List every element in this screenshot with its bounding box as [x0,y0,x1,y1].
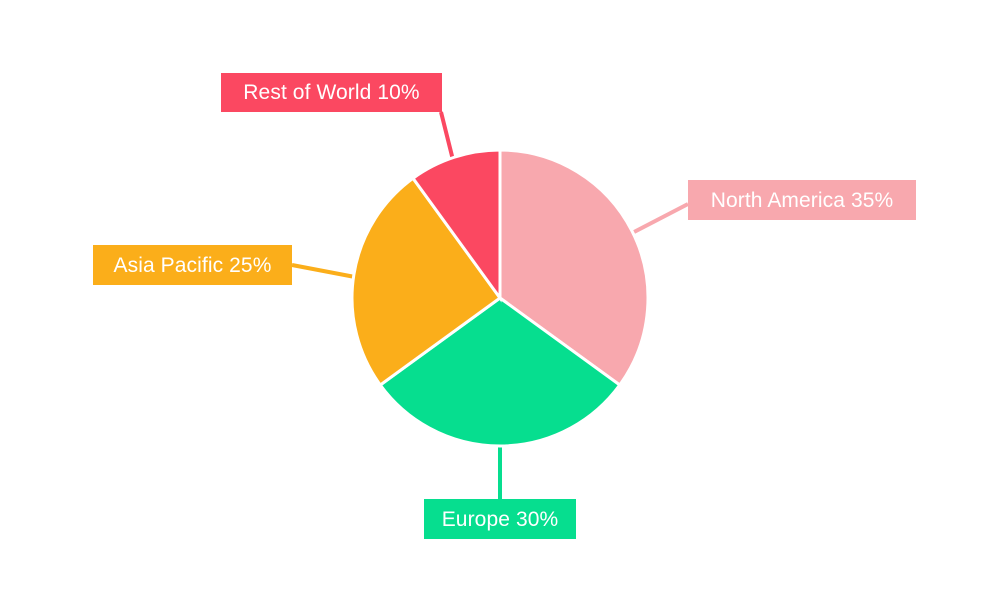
leader-line-north-america [633,202,689,234]
pie-slice-label-europe[interactable]: Europe 30% [424,499,576,539]
pie-slice-label-north-america[interactable]: North America 35% [688,180,916,220]
pie-slice-europe[interactable] [378,296,622,448]
pie-slices-group [350,148,650,448]
pie-slice-label-text: Asia Pacific 25% [113,253,272,277]
pie-slice-north-america[interactable] [498,148,650,388]
pie-slice-label-text: Europe 30% [441,507,559,531]
pie-slice-rest-of-world[interactable] [410,148,502,303]
pie-slice-asia-pacific[interactable] [350,176,503,388]
pie-slice-label-text: North America 35% [710,188,894,212]
pie-slice-label-text: Rest of World 10% [243,81,420,104]
leader-line-asia-pacific [291,263,356,279]
pie-slice-label-rest-of-world[interactable]: Rest of World 10% [221,73,442,112]
pie-slice-label-asia-pacific[interactable]: Asia Pacific 25% [93,245,292,285]
